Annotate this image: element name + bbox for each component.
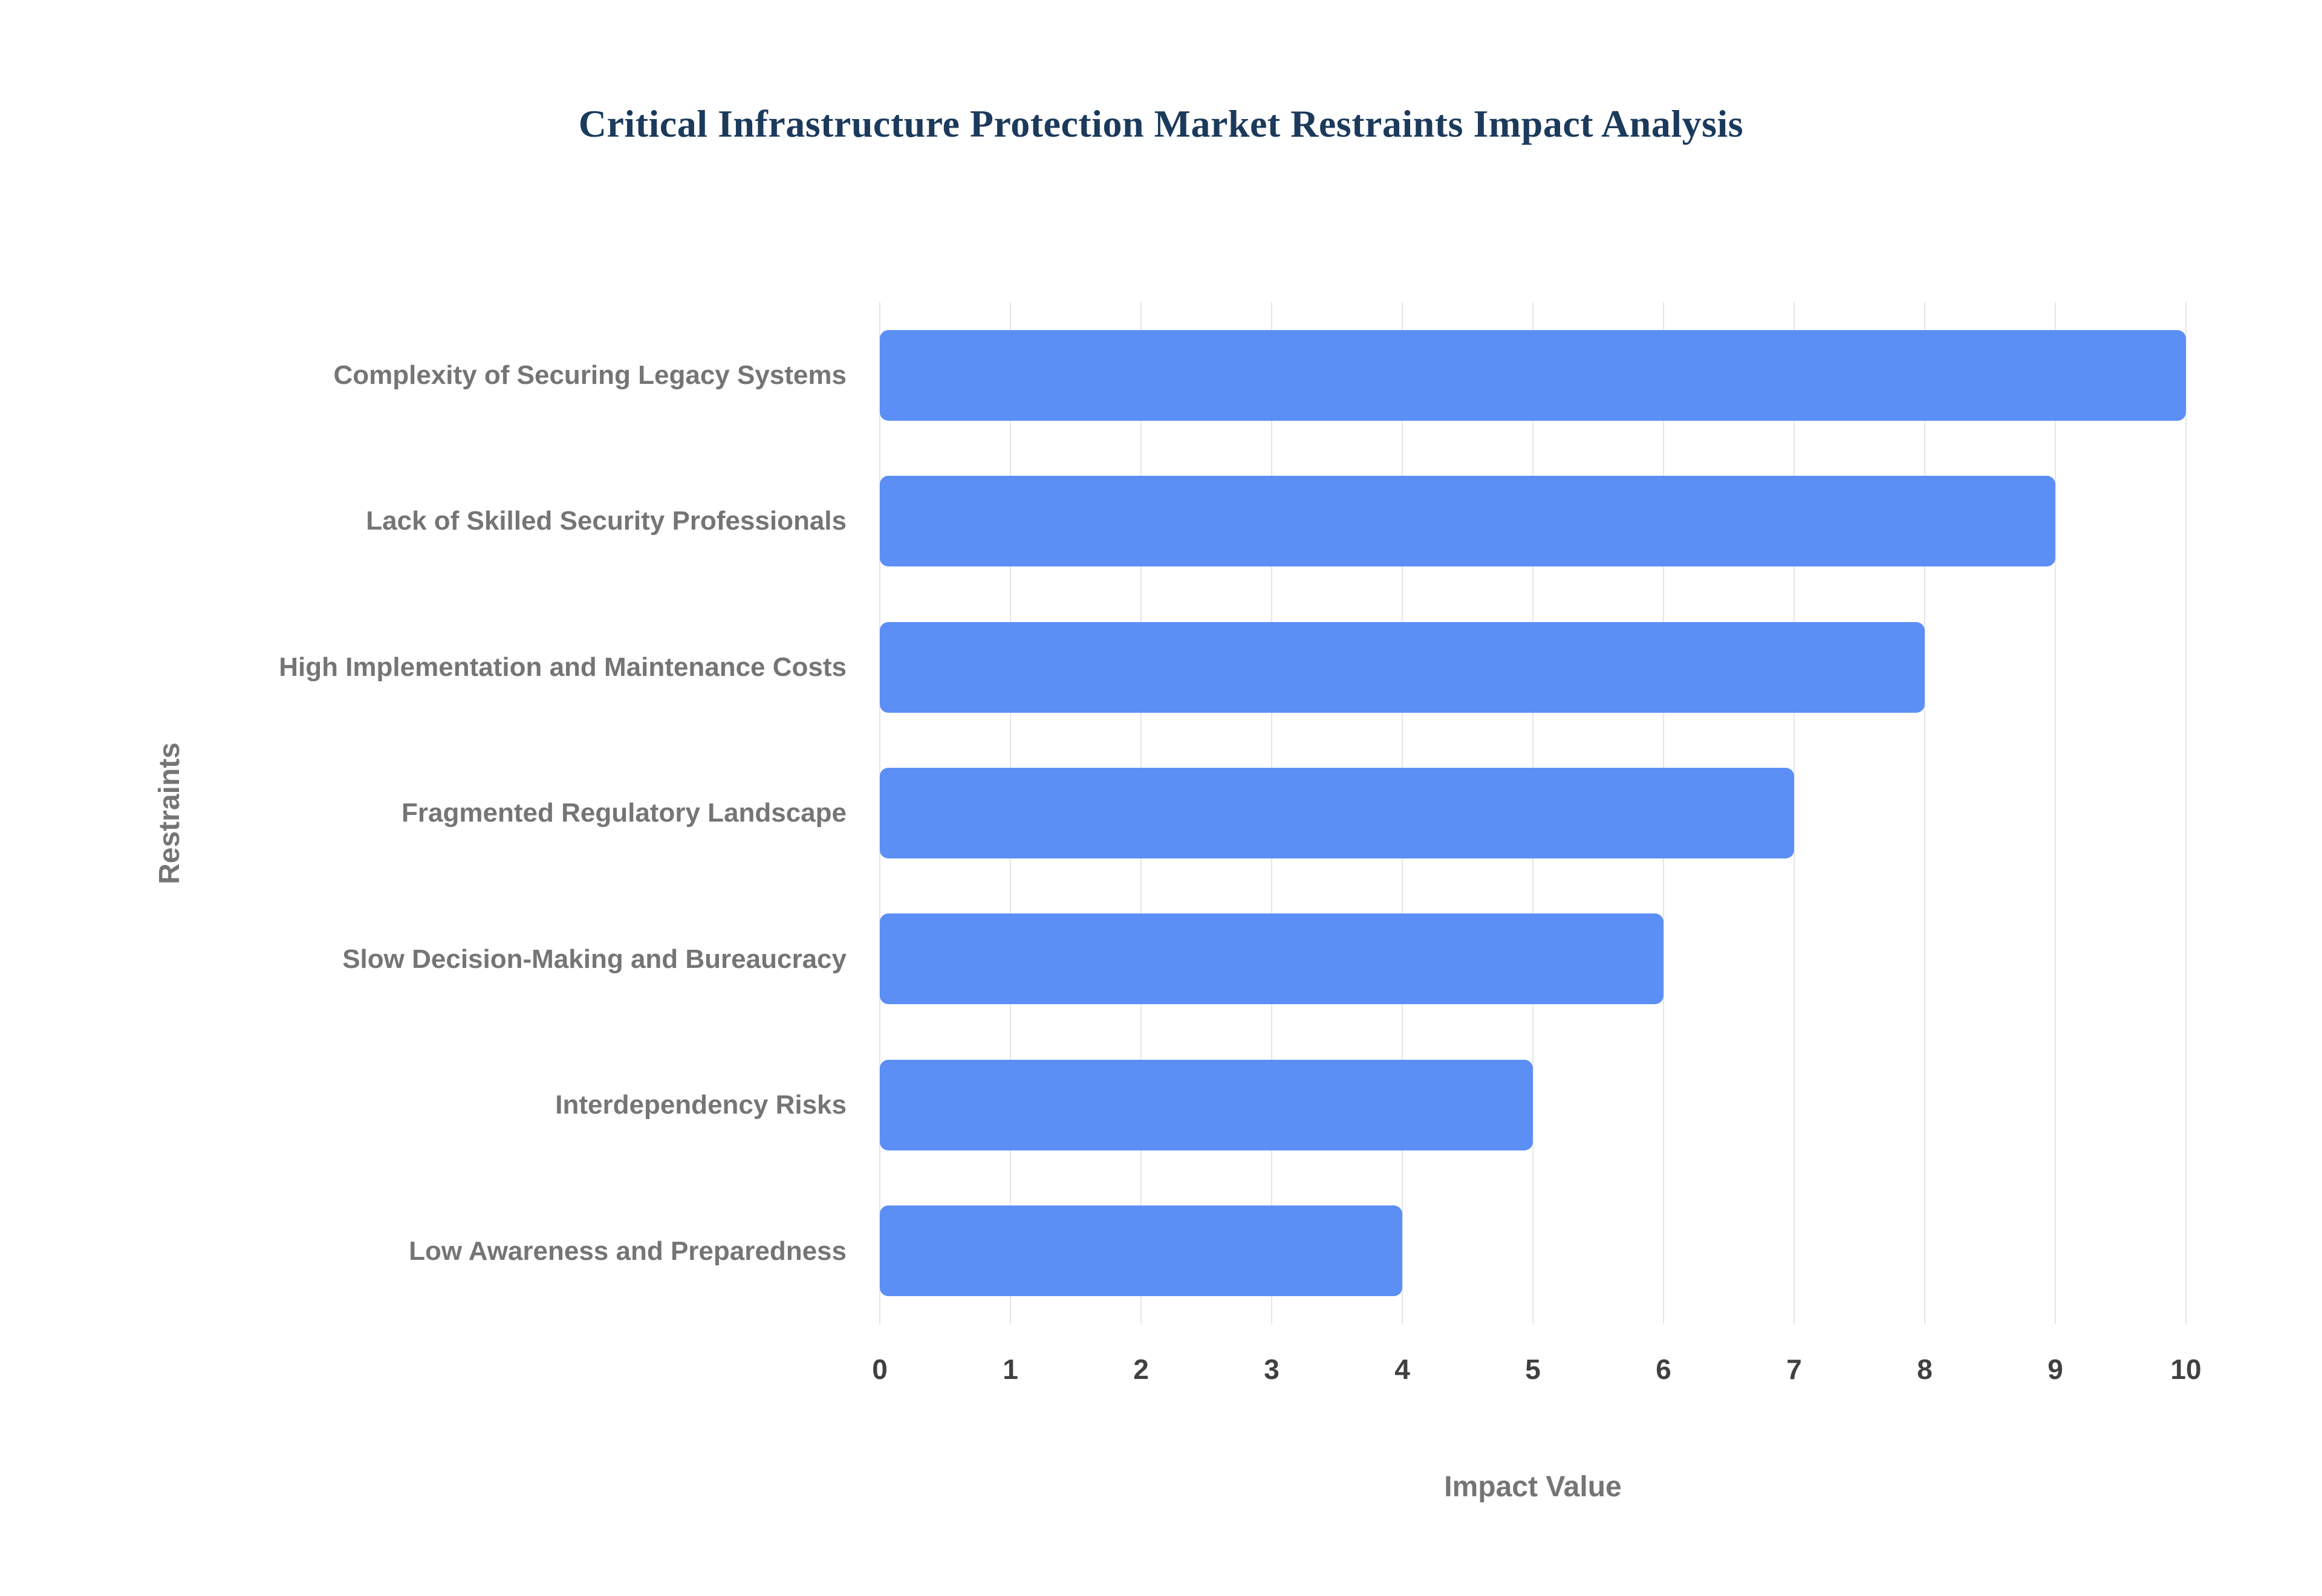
bar[interactable] — [880, 1059, 1533, 1150]
chart-title: Critical Infrastructure Protection Marke… — [578, 102, 1744, 145]
x-tick-label: 5 — [1525, 1354, 1541, 1385]
x-tick-label: 4 — [1394, 1354, 1410, 1385]
y-axis-title-text: Restraints — [153, 742, 186, 884]
bar[interactable] — [880, 621, 1925, 713]
category-label: Interdependency Risks — [555, 1090, 847, 1120]
category-label: High Implementation and Maintenance Cost… — [279, 652, 847, 682]
bar[interactable] — [880, 476, 2055, 567]
bar[interactable] — [880, 767, 1794, 858]
category-label: Slow Decision-Making and Bureaucracy — [342, 944, 847, 974]
category-label: Fragmented Regulatory Landscape — [402, 798, 847, 828]
bar-row — [880, 302, 2186, 448]
plot-area — [879, 302, 2187, 1324]
x-axis-tick-labels: 0 1 2 3 4 5 6 7 8 9 10 — [872, 1353, 2201, 1395]
x-tick-label: 1 — [1003, 1354, 1018, 1385]
x-tick-label: 7 — [1786, 1354, 1802, 1385]
bar-row — [880, 594, 2186, 740]
category-label: Low Awareness and Preparedness — [409, 1236, 847, 1266]
bar-row — [880, 1178, 2186, 1324]
bar-row — [880, 448, 2186, 594]
bar[interactable] — [880, 1205, 1402, 1297]
bar[interactable] — [880, 329, 2186, 421]
bar-row — [880, 886, 2186, 1032]
x-tick-label: 8 — [1917, 1354, 1933, 1385]
gridline — [2185, 302, 2187, 1324]
gridline — [1924, 302, 1925, 1324]
bar-rows — [880, 302, 2186, 1324]
y-axis-title: Restraints — [145, 302, 194, 1324]
bar-row — [880, 1032, 2186, 1178]
category-label: Complexity of Securing Legacy Systems — [333, 360, 847, 391]
x-tick-label: 0 — [872, 1354, 888, 1385]
x-tick-label: 2 — [1133, 1354, 1149, 1385]
bar-row — [880, 740, 2186, 886]
bar[interactable] — [880, 913, 1663, 1005]
gridline — [1794, 302, 1795, 1324]
category-labels: Complexity of Securing Legacy Systems Lac… — [230, 302, 847, 1324]
category-label: Lack of Skilled Security Professionals — [366, 506, 847, 536]
x-axis-title: Impact Value — [1444, 1471, 1622, 1503]
x-tick-label: 6 — [1656, 1354, 1671, 1385]
x-tick-label: 9 — [2047, 1354, 2063, 1385]
x-tick-label: 3 — [1264, 1354, 1280, 1385]
gridline — [2055, 302, 2056, 1324]
x-tick-label: 10 — [2170, 1354, 2202, 1385]
